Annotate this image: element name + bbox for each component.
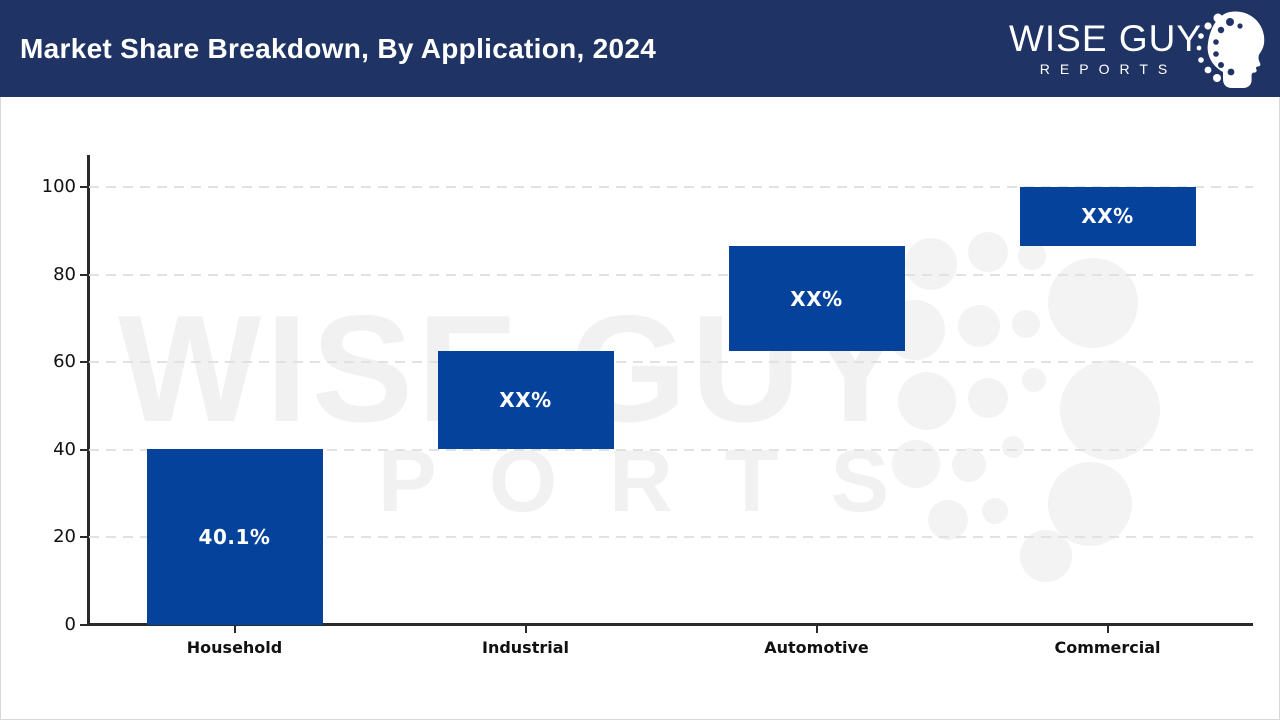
bar-automotive: XX% [728,246,905,352]
logo-subtext: REPORTS [1039,60,1178,77]
bar-value-label: XX% [499,388,552,413]
page-title: Market Share Breakdown, By Application, … [20,32,657,64]
x-tick-mark [815,626,818,633]
y-tick-mark [80,273,88,276]
x-category-label-industrial: Industrial [481,638,569,657]
y-tick-mark [80,624,88,626]
y-tick-label: 20 [53,526,76,548]
x-category-label-automotive: Automotive [764,638,869,657]
y-tick-mark [80,536,88,539]
gridline-y40 [89,448,1253,451]
gridline-y60 [89,361,1253,364]
bar-value-label: 40.1% [198,525,271,550]
y-tick-mark [80,448,88,451]
logo-head-icon [1196,11,1265,88]
y-tick-label: 60 [53,351,76,373]
bar-household: 40.1% [146,449,323,625]
x-tick-mark [1106,626,1109,633]
header-bar: Market Share Breakdown, By Application, … [0,0,1280,97]
bar-industrial: XX% [437,351,614,450]
y-tick-mark [80,361,88,364]
gridline-y100 [89,186,1253,188]
gridline-y80 [89,273,1253,276]
y-tick-label: 100 [41,176,76,197]
x-tick-mark [233,626,236,633]
y-axis-line [87,155,90,625]
bar-value-label: XX% [790,286,843,311]
x-axis-line [87,623,1253,626]
y-tick-mark [80,186,88,188]
bar-value-label: XX% [1081,204,1134,229]
bar-commercial: XX% [1019,187,1196,246]
y-tick-label: 0 [64,614,76,635]
x-category-label-commercial: Commercial [1054,638,1161,657]
x-tick-mark [524,626,527,633]
logo: WISE GUY REPORTS [1008,6,1268,91]
y-tick-label: 40 [53,438,76,460]
x-category-label-household: Household [186,638,283,657]
logo-wordmark: WISE GUY [1008,18,1203,59]
y-tick-label: 80 [53,263,76,285]
gridline-y20 [89,536,1253,539]
